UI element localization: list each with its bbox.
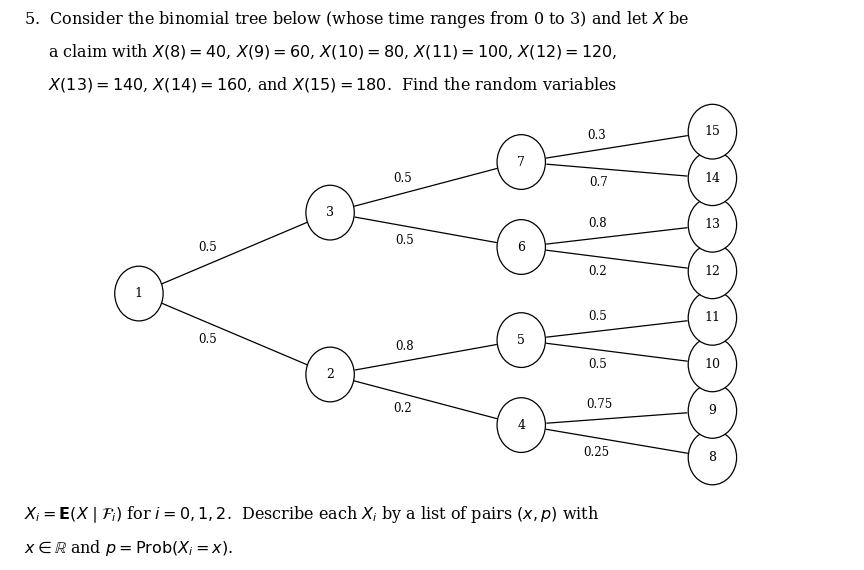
Text: $X_i = \mathbf{E}(X \mid \mathcal{F}_i)$ for $i = 0, 1, 2$.  Describe each $X_i$: $X_i = \mathbf{E}(X \mid \mathcal{F}_i)$… (24, 504, 600, 526)
Text: 0.5: 0.5 (393, 172, 412, 185)
Text: 0.25: 0.25 (583, 446, 609, 459)
Text: 0.3: 0.3 (588, 129, 606, 142)
Text: 0.5: 0.5 (198, 333, 217, 346)
Text: 9: 9 (708, 404, 716, 417)
Text: 6: 6 (518, 241, 525, 254)
Text: 0.75: 0.75 (586, 398, 613, 412)
Text: 1: 1 (135, 287, 143, 300)
Text: 0.8: 0.8 (396, 340, 414, 353)
Text: 4: 4 (518, 418, 525, 431)
Text: 2: 2 (326, 368, 334, 381)
Ellipse shape (306, 347, 354, 402)
Ellipse shape (689, 430, 737, 485)
Ellipse shape (689, 384, 737, 438)
Ellipse shape (689, 104, 737, 159)
Text: 0.8: 0.8 (588, 217, 607, 230)
Text: 8: 8 (708, 451, 716, 464)
Ellipse shape (497, 398, 545, 453)
Text: a claim with $X(8) = 40$, $X(9) = 60$, $X(10) = 80$, $X(11) = 100$, $X(12) = 120: a claim with $X(8) = 40$, $X(9) = 60$, $… (48, 42, 617, 60)
Text: 5: 5 (518, 333, 525, 347)
Text: $X(13) = 140$, $X(14) = 160$, and $X(15) = 180$.  Find the random variables: $X(13) = 140$, $X(14) = 160$, and $X(15)… (48, 75, 617, 93)
Ellipse shape (497, 313, 545, 368)
Ellipse shape (497, 219, 545, 274)
Ellipse shape (689, 337, 737, 392)
Text: 7: 7 (518, 156, 525, 169)
Text: 5.  Consider the binomial tree below (whose time ranges from 0 to 3) and let $X$: 5. Consider the binomial tree below (who… (24, 9, 689, 30)
Text: 0.7: 0.7 (589, 177, 608, 189)
Text: 11: 11 (704, 311, 721, 324)
Text: 13: 13 (704, 218, 721, 231)
Text: 0.5: 0.5 (396, 234, 414, 247)
Text: 0.2: 0.2 (393, 402, 411, 416)
Text: 15: 15 (704, 125, 721, 138)
Text: 3: 3 (326, 206, 334, 219)
Text: 0.2: 0.2 (588, 264, 607, 278)
Ellipse shape (115, 266, 163, 321)
Text: 10: 10 (704, 358, 721, 371)
Text: 0.5: 0.5 (588, 358, 607, 370)
Text: 0.5: 0.5 (198, 241, 217, 254)
Ellipse shape (689, 291, 737, 345)
Text: 12: 12 (704, 265, 721, 278)
Text: 14: 14 (704, 172, 721, 185)
Ellipse shape (306, 185, 354, 240)
Ellipse shape (497, 135, 545, 189)
Ellipse shape (689, 244, 737, 299)
Text: $x \in \mathbb{R}$ and $p = \mathsf{Prob}(X_i = x)$.: $x \in \mathbb{R}$ and $p = \mathsf{Prob… (24, 538, 233, 557)
Ellipse shape (689, 151, 737, 206)
Text: 0.5: 0.5 (588, 310, 607, 323)
Ellipse shape (689, 197, 737, 252)
